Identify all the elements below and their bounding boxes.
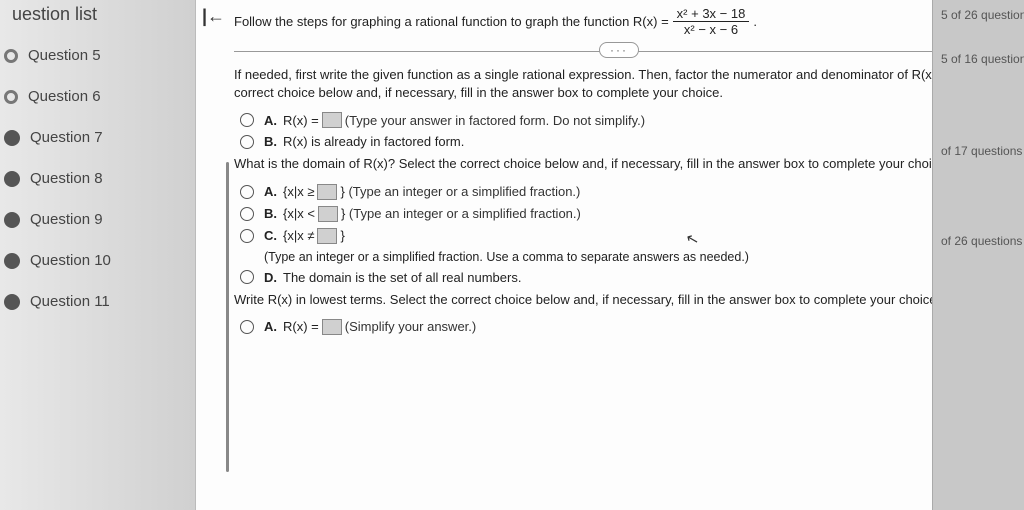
progress-text: 5 of 16 question: [935, 48, 1024, 70]
choice-text-pre: R(x) =: [283, 319, 319, 334]
choice-text: The domain is the set of all real number…: [283, 270, 521, 285]
answer-input[interactable]: [322, 319, 342, 335]
choice-hint: (Simplify your answer.): [345, 319, 476, 334]
progress-strip: 5 of 26 question 5 of 16 question of 17 qu…: [932, 0, 1024, 510]
choice-label: A.: [264, 184, 277, 199]
prompt-text: Follow the steps for graphing a rational…: [234, 14, 669, 29]
choice-text-pre: R(x) =: [283, 113, 319, 128]
fraction-denominator: x² − x − 6: [680, 22, 742, 37]
status-bullet-icon: [4, 171, 20, 187]
main-panel: |← Follow the steps for graphing a ratio…: [195, 0, 1024, 510]
radio-icon[interactable]: [240, 229, 254, 243]
content-scrollbar-track: [226, 162, 229, 472]
status-bullet-icon: [4, 212, 20, 228]
choice-label: A.: [264, 319, 277, 334]
sidebar-item[interactable]: Question 11: [0, 281, 195, 322]
sidebar-item[interactable]: Question 9: [0, 199, 195, 240]
sidebar-item-label: Question 10: [30, 252, 111, 269]
sidebar-item[interactable]: Question 7: [0, 117, 195, 158]
rational-fraction: x² + 3x − 18 x² − x − 6: [673, 6, 750, 37]
answer-input[interactable]: [318, 206, 338, 222]
choice-hint: (Type an integer or a simplified fractio…: [348, 184, 580, 199]
choice-text-pre: {x|x ≠: [283, 228, 314, 243]
choice-text-post: }: [340, 228, 344, 243]
sidebar-item-label: Question 11: [30, 293, 110, 310]
progress-text: of 26 questions: [935, 230, 1024, 252]
q1-choice-a[interactable]: A. R(x) = (Type your answer in factored …: [240, 112, 1004, 128]
expand-pill-icon[interactable]: ···: [599, 42, 639, 58]
progress-text: of 17 questions: [935, 140, 1024, 162]
choice-label: B.: [264, 134, 277, 149]
sidebar-item[interactable]: Question 5: [0, 35, 195, 76]
sidebar-item[interactable]: Question 10: [0, 240, 195, 281]
choice-text-post: }: [341, 206, 345, 221]
question-list-sidebar: uestion list Question 5 Question 6 Questio…: [0, 0, 195, 510]
choice-text-pre: {x|x ≥: [283, 184, 314, 199]
choice-label: A.: [264, 113, 277, 128]
instruction-3: Write R(x) in lowest terms. Select the c…: [234, 291, 1004, 309]
q2-c-hint: (Type an integer or a simplified fractio…: [264, 250, 1004, 264]
q3-choice-a[interactable]: A. R(x) = (Simplify your answer.): [240, 319, 1004, 335]
radio-icon[interactable]: [240, 207, 254, 221]
radio-icon[interactable]: [240, 113, 254, 127]
choice-label: B.: [264, 206, 277, 221]
q2-choice-d[interactable]: D. The domain is the set of all real num…: [240, 270, 1004, 285]
choice-hint: (Type your answer in factored form. Do n…: [345, 113, 645, 128]
choice-label: D.: [264, 270, 277, 285]
divider: ···: [234, 51, 1004, 52]
answer-input[interactable]: [322, 112, 342, 128]
instruction-2: What is the domain of R(x)? Select the c…: [234, 155, 1004, 173]
prompt-period: .: [753, 14, 757, 29]
q1-choice-b[interactable]: B. R(x) is already in factored form.: [240, 134, 1004, 149]
sidebar-item-label: Question 8: [30, 170, 103, 187]
instruction-1: If needed, first write the given functio…: [234, 66, 1004, 102]
answer-input[interactable]: [317, 184, 337, 200]
sidebar-item[interactable]: Question 6: [0, 76, 195, 117]
answer-input[interactable]: [317, 228, 337, 244]
sidebar-title: uestion list: [0, 0, 195, 35]
choice-hint: (Type an integer or a simplified fractio…: [349, 206, 581, 221]
status-bullet-icon: [4, 294, 20, 310]
progress-text: 5 of 26 question: [935, 4, 1024, 26]
status-bullet-icon: [4, 90, 18, 104]
sidebar-item[interactable]: Question 8: [0, 158, 195, 199]
choice-label: C.: [264, 228, 277, 243]
radio-icon[interactable]: [240, 320, 254, 334]
radio-icon[interactable]: [240, 135, 254, 149]
choice-text: R(x) is already in factored form.: [283, 134, 464, 149]
radio-icon[interactable]: [240, 185, 254, 199]
choice-text-pre: {x|x <: [283, 206, 315, 221]
sidebar-item-label: Question 6: [28, 88, 101, 105]
status-bullet-icon: [4, 253, 20, 269]
choice-text-post: }: [340, 184, 344, 199]
status-bullet-icon: [4, 49, 18, 63]
q2-choice-b[interactable]: B. {x|x < } (Type an integer or a simpli…: [240, 206, 1004, 222]
sidebar-item-label: Question 9: [30, 211, 103, 228]
status-bullet-icon: [4, 130, 20, 146]
question-prompt: Follow the steps for graphing a rational…: [234, 6, 1004, 37]
q2-choice-a[interactable]: A. {x|x ≥ } (Type an integer or a simpli…: [240, 184, 1004, 200]
q2-choice-c[interactable]: C. {x|x ≠ }: [240, 228, 1004, 244]
sidebar-item-label: Question 5: [28, 47, 101, 64]
sidebar-item-label: Question 7: [30, 129, 103, 146]
fraction-numerator: x² + 3x − 18: [673, 6, 750, 22]
radio-icon[interactable]: [240, 270, 254, 284]
